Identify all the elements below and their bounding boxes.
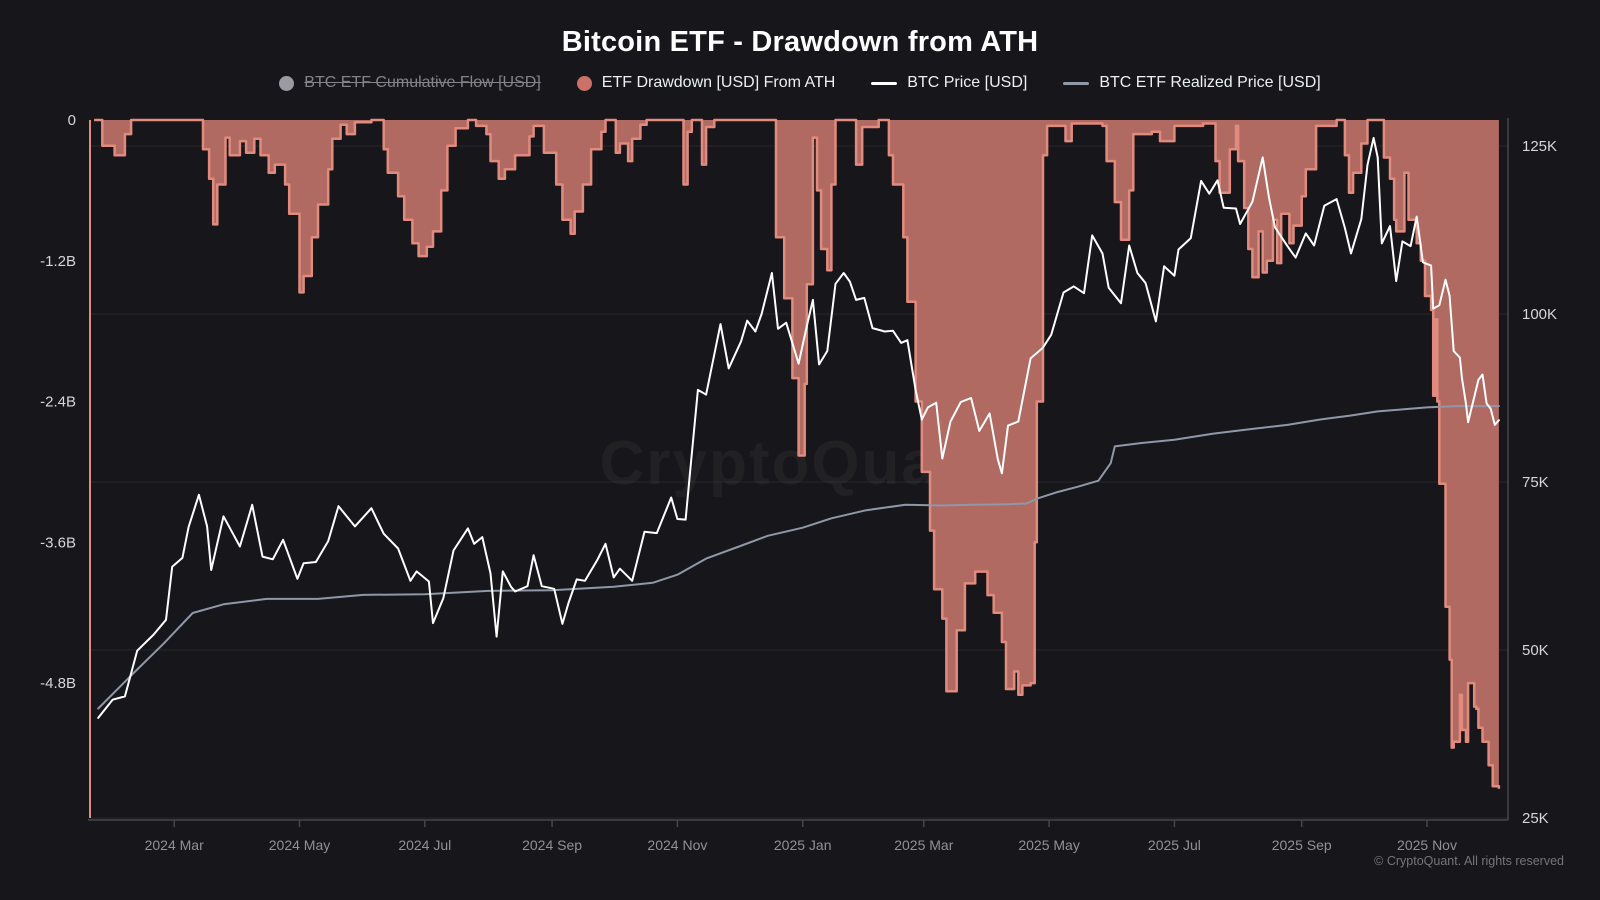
btc-price-line: [97, 136, 1500, 719]
x-axis-tick-label: 2025 Jan: [774, 837, 832, 853]
legend: BTC ETF Cumulative Flow [USD] ETF Drawdow…: [0, 74, 1600, 92]
right-axis-tick-label: 25K: [1522, 810, 1549, 827]
x-axis-tick-label: 2024 Jul: [398, 837, 451, 853]
legend-item-label: BTC Price [USD]: [907, 74, 1028, 91]
right-axis-tick-label: 75K: [1522, 474, 1549, 491]
legend-circle-marker: [576, 75, 592, 91]
legend-item-3[interactable]: BTC ETF Realized Price [USD]: [1063, 74, 1321, 92]
left-axis-tick-label: -4.8B: [40, 675, 76, 692]
x-axis-tick-label: 2025 Nov: [1397, 837, 1457, 853]
drawdown-area: [94, 120, 1499, 789]
x-axis-tick-label: 2025 Sep: [1272, 837, 1332, 853]
x-axis-tick-label: 2024 Sep: [522, 837, 582, 853]
drawdown-area-border: [94, 118, 1501, 789]
legend-item-1[interactable]: ETF Drawdown [USD] From ATH: [576, 74, 836, 92]
x-axis-tick-label: 2025 Jul: [1148, 837, 1201, 853]
chart-title: Bitcoin ETF - Drawdown from ATH: [561, 26, 1039, 58]
legend-item-0[interactable]: BTC ETF Cumulative Flow [USD]: [279, 74, 541, 92]
left-axis-tick-label: -1.2B: [40, 253, 76, 270]
legend-item-label: BTC ETF Realized Price [USD]: [1099, 74, 1321, 91]
legend-item-label: BTC ETF Cumulative Flow [USD]: [304, 74, 541, 91]
right-axis-tick-label: 50K: [1522, 642, 1549, 659]
right-axis-tick-label: 125K: [1522, 138, 1557, 155]
left-axis-tick-label: -3.6B: [40, 534, 76, 551]
x-axis-tick-label: 2025 May: [1018, 837, 1079, 853]
legend-circle-marker: [279, 75, 295, 91]
x-axis-tick-label: 2024 Mar: [145, 837, 204, 853]
x-axis-tick-label: 2024 Nov: [647, 837, 707, 853]
copyright-note: © CryptoQuant. All rights reserved: [1374, 854, 1564, 868]
legend-item-label: ETF Drawdown [USD] From ATH: [601, 74, 836, 91]
legend-item-2[interactable]: BTC Price [USD]: [871, 74, 1027, 92]
right-axis-tick-label: 100K: [1522, 306, 1557, 323]
legend-line-marker: [871, 81, 898, 85]
realized-price-line: [97, 405, 1500, 710]
x-axis-tick-label: 2025 Mar: [894, 837, 953, 853]
legend-line-marker: [1063, 81, 1090, 85]
x-axis-tick-label: 2024 May: [269, 837, 330, 853]
left-axis-tick-label: 0: [68, 112, 76, 129]
left-axis-tick-label: -2.4B: [40, 394, 76, 411]
